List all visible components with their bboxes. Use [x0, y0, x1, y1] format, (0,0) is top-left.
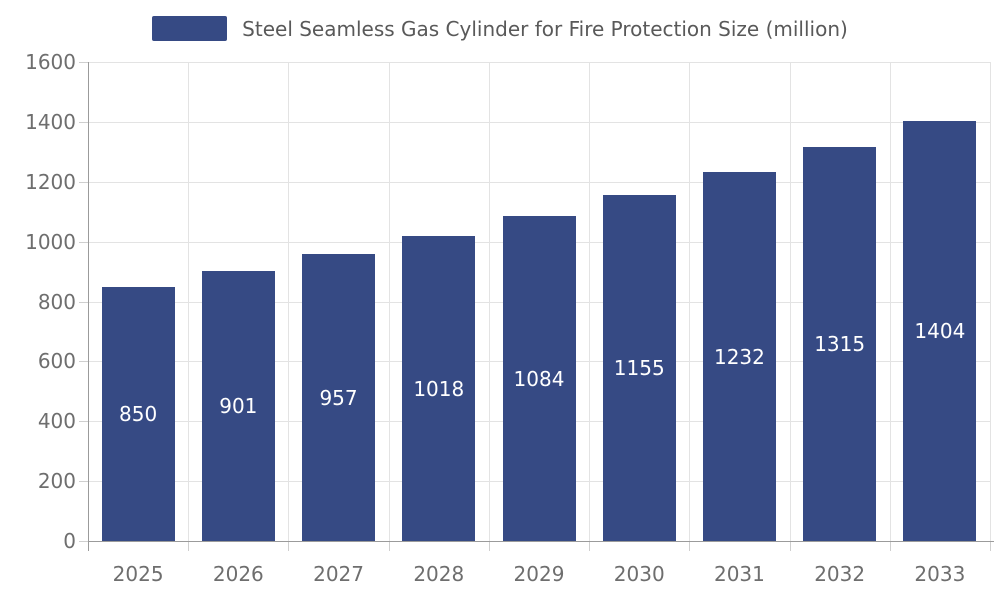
bar-value-label: 957	[319, 385, 358, 410]
chart-legend[interactable]: Steel Seamless Gas Cylinder for Fire Pro…	[0, 16, 1000, 41]
x-axis-label: 2031	[713, 562, 765, 586]
y-axis-tick	[79, 361, 88, 363]
x-axis-label: 2033	[914, 562, 966, 586]
y-axis-label: 600	[37, 349, 76, 374]
y-axis-tick	[79, 121, 88, 123]
bar-value-label: 1155	[613, 356, 665, 381]
x-gridline	[288, 62, 290, 541]
bar-2033[interactable]: 1404	[903, 120, 977, 541]
x-gridline	[789, 62, 791, 541]
x-axis-label: 2030	[613, 562, 665, 586]
x-axis-label: 2028	[413, 562, 465, 586]
x-axis-line	[88, 541, 994, 542]
legend-swatch	[152, 16, 228, 41]
y-axis-label: 400	[37, 409, 76, 434]
x-gridline	[188, 62, 190, 541]
x-gridline	[388, 62, 390, 541]
y-axis-tick	[79, 181, 88, 183]
bar-value-label: 1404	[914, 318, 966, 343]
y-axis-tick	[79, 541, 88, 542]
bar-2025[interactable]: 850	[101, 286, 175, 541]
y-axis-label: 1200	[25, 169, 76, 194]
x-axis-label: 2026	[212, 562, 264, 586]
x-gridline	[889, 62, 891, 541]
x-axis-tick	[188, 541, 190, 551]
y-gridline	[88, 121, 990, 123]
y-axis-label: 1400	[25, 109, 76, 134]
bar-value-label: 1018	[413, 376, 465, 401]
x-axis-label: 2027	[313, 562, 364, 586]
y-gridline	[88, 62, 990, 63]
y-gridline	[88, 181, 990, 183]
x-gridline	[990, 62, 991, 541]
bar-2028[interactable]: 1018	[402, 236, 476, 541]
bar-2029[interactable]: 1084	[502, 216, 576, 541]
x-axis-tick	[488, 541, 490, 551]
bar-2030[interactable]: 1155	[602, 195, 676, 541]
x-axis-tick	[789, 541, 791, 551]
y-axis-tick	[79, 301, 88, 303]
x-axis-tick	[589, 541, 591, 551]
bar-2027[interactable]: 957	[302, 254, 376, 541]
y-axis-line	[88, 62, 89, 551]
y-axis-label: 200	[37, 469, 76, 494]
bar-2026[interactable]: 901	[201, 271, 275, 541]
y-axis-tick	[79, 241, 88, 243]
bar-value-label: 901	[219, 394, 258, 419]
y-axis-label: 800	[37, 289, 76, 314]
bar-value-label: 1315	[814, 332, 866, 357]
x-axis-tick	[689, 541, 691, 551]
x-axis-tick	[388, 541, 390, 551]
bar-2031[interactable]: 1232	[702, 172, 776, 541]
legend-label: Steel Seamless Gas Cylinder for Fire Pro…	[242, 16, 848, 41]
x-axis-label: 2025	[112, 562, 164, 586]
x-axis-label: 2032	[814, 562, 866, 586]
x-axis-tick	[288, 541, 290, 551]
y-axis-tick	[79, 421, 88, 423]
bar-2032[interactable]: 1315	[803, 147, 877, 541]
x-gridline	[689, 62, 691, 541]
y-axis-label: 1000	[25, 229, 76, 254]
x-axis-label: 2029	[513, 562, 565, 586]
bar-value-label: 1232	[713, 344, 765, 369]
bar-value-label: 850	[119, 401, 158, 426]
y-axis-label: 0	[63, 529, 76, 553]
y-axis-tick	[79, 62, 88, 63]
x-axis-tick	[889, 541, 891, 551]
y-axis-label: 1600	[25, 50, 76, 74]
bar-value-label: 1084	[513, 366, 565, 391]
x-gridline	[589, 62, 591, 541]
x-axis-tick	[990, 541, 991, 551]
y-axis-tick	[79, 481, 88, 483]
x-gridline	[488, 62, 490, 541]
